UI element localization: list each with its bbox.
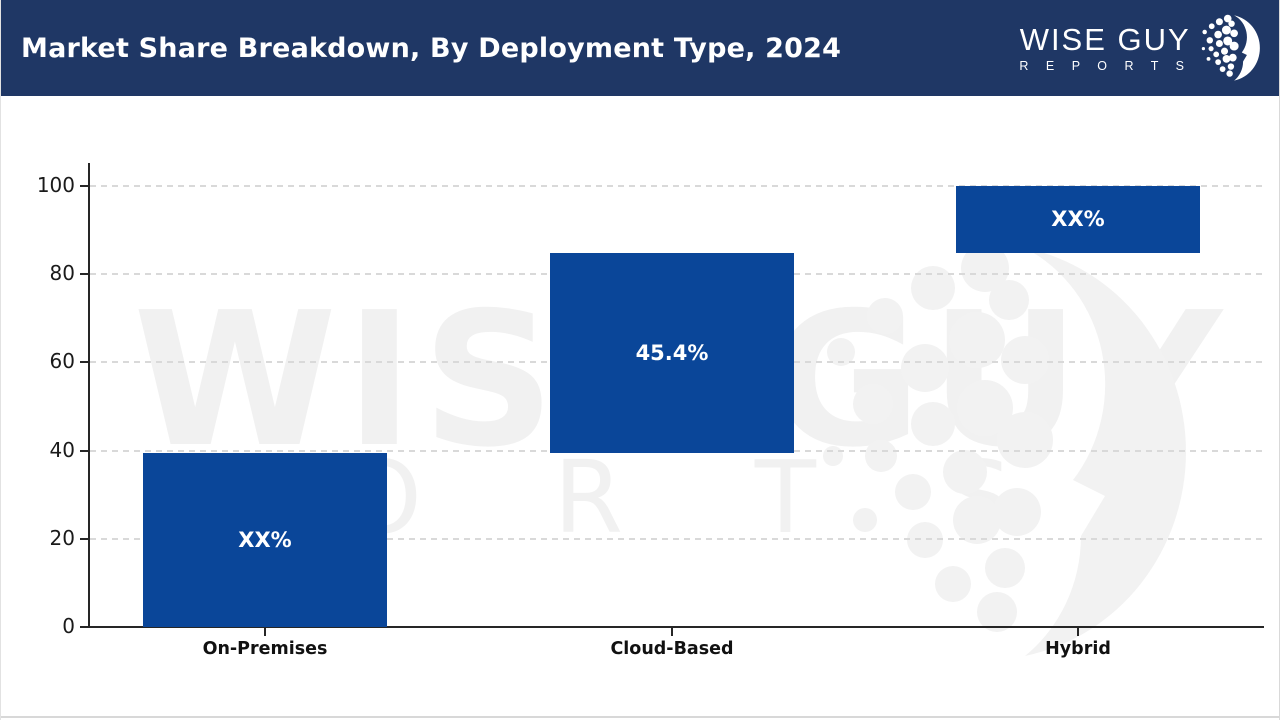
y-tick-mark bbox=[80, 537, 88, 540]
y-tick-label: 20 bbox=[49, 525, 75, 550]
y-tick-label: 0 bbox=[62, 614, 75, 638]
logo-wordmark: WISE GUY bbox=[1019, 21, 1191, 57]
footer-divider bbox=[1, 716, 1279, 718]
y-tick-label: 80 bbox=[49, 261, 75, 286]
y-tick-label: 60 bbox=[49, 349, 75, 374]
x-axis-line bbox=[88, 626, 1264, 628]
bar-hybrid: XX% bbox=[956, 186, 1200, 253]
wiseguy-logo-text: WISE GUY R E P O R T S bbox=[1019, 24, 1191, 73]
y-tick-mark bbox=[80, 449, 88, 452]
wiseguy-head-icon bbox=[1201, 14, 1260, 81]
logo-subtext: R E P O R T S bbox=[1019, 58, 1191, 73]
watermark-head-icon bbox=[823, 244, 1186, 656]
wiseguy-logo: WISE GUY R E P O R T S bbox=[1019, 12, 1261, 84]
y-tick-label: 100 bbox=[36, 173, 75, 197]
x-category-label: Hybrid bbox=[1045, 639, 1111, 659]
bar-value-label: 45.4% bbox=[635, 340, 709, 365]
y-tick-mark bbox=[80, 185, 88, 187]
header-bar: Market Share Breakdown, By Deployment Ty… bbox=[1, 0, 1279, 96]
chart-title: Market Share Breakdown, By Deployment Ty… bbox=[21, 32, 842, 64]
x-category-label: Cloud-Based bbox=[610, 639, 734, 659]
gridline-y100 bbox=[90, 185, 1263, 187]
y-tick-label: 40 bbox=[49, 437, 75, 462]
bar-cloud-based: 45.4% bbox=[550, 252, 794, 453]
x-category-label: On-Premises bbox=[202, 639, 328, 659]
y-tick-mark bbox=[80, 361, 88, 364]
x-tick-mark bbox=[1077, 628, 1079, 636]
x-tick-mark bbox=[264, 628, 266, 636]
y-axis-line bbox=[88, 163, 90, 628]
gridline-y20 bbox=[90, 537, 1263, 540]
bar-value-label: XX% bbox=[238, 527, 292, 552]
bar-value-label: XX% bbox=[1051, 207, 1105, 232]
x-tick-mark bbox=[671, 628, 673, 636]
bar-on-premises: XX% bbox=[143, 452, 387, 627]
y-tick-mark bbox=[80, 626, 88, 628]
y-tick-mark bbox=[80, 273, 88, 276]
